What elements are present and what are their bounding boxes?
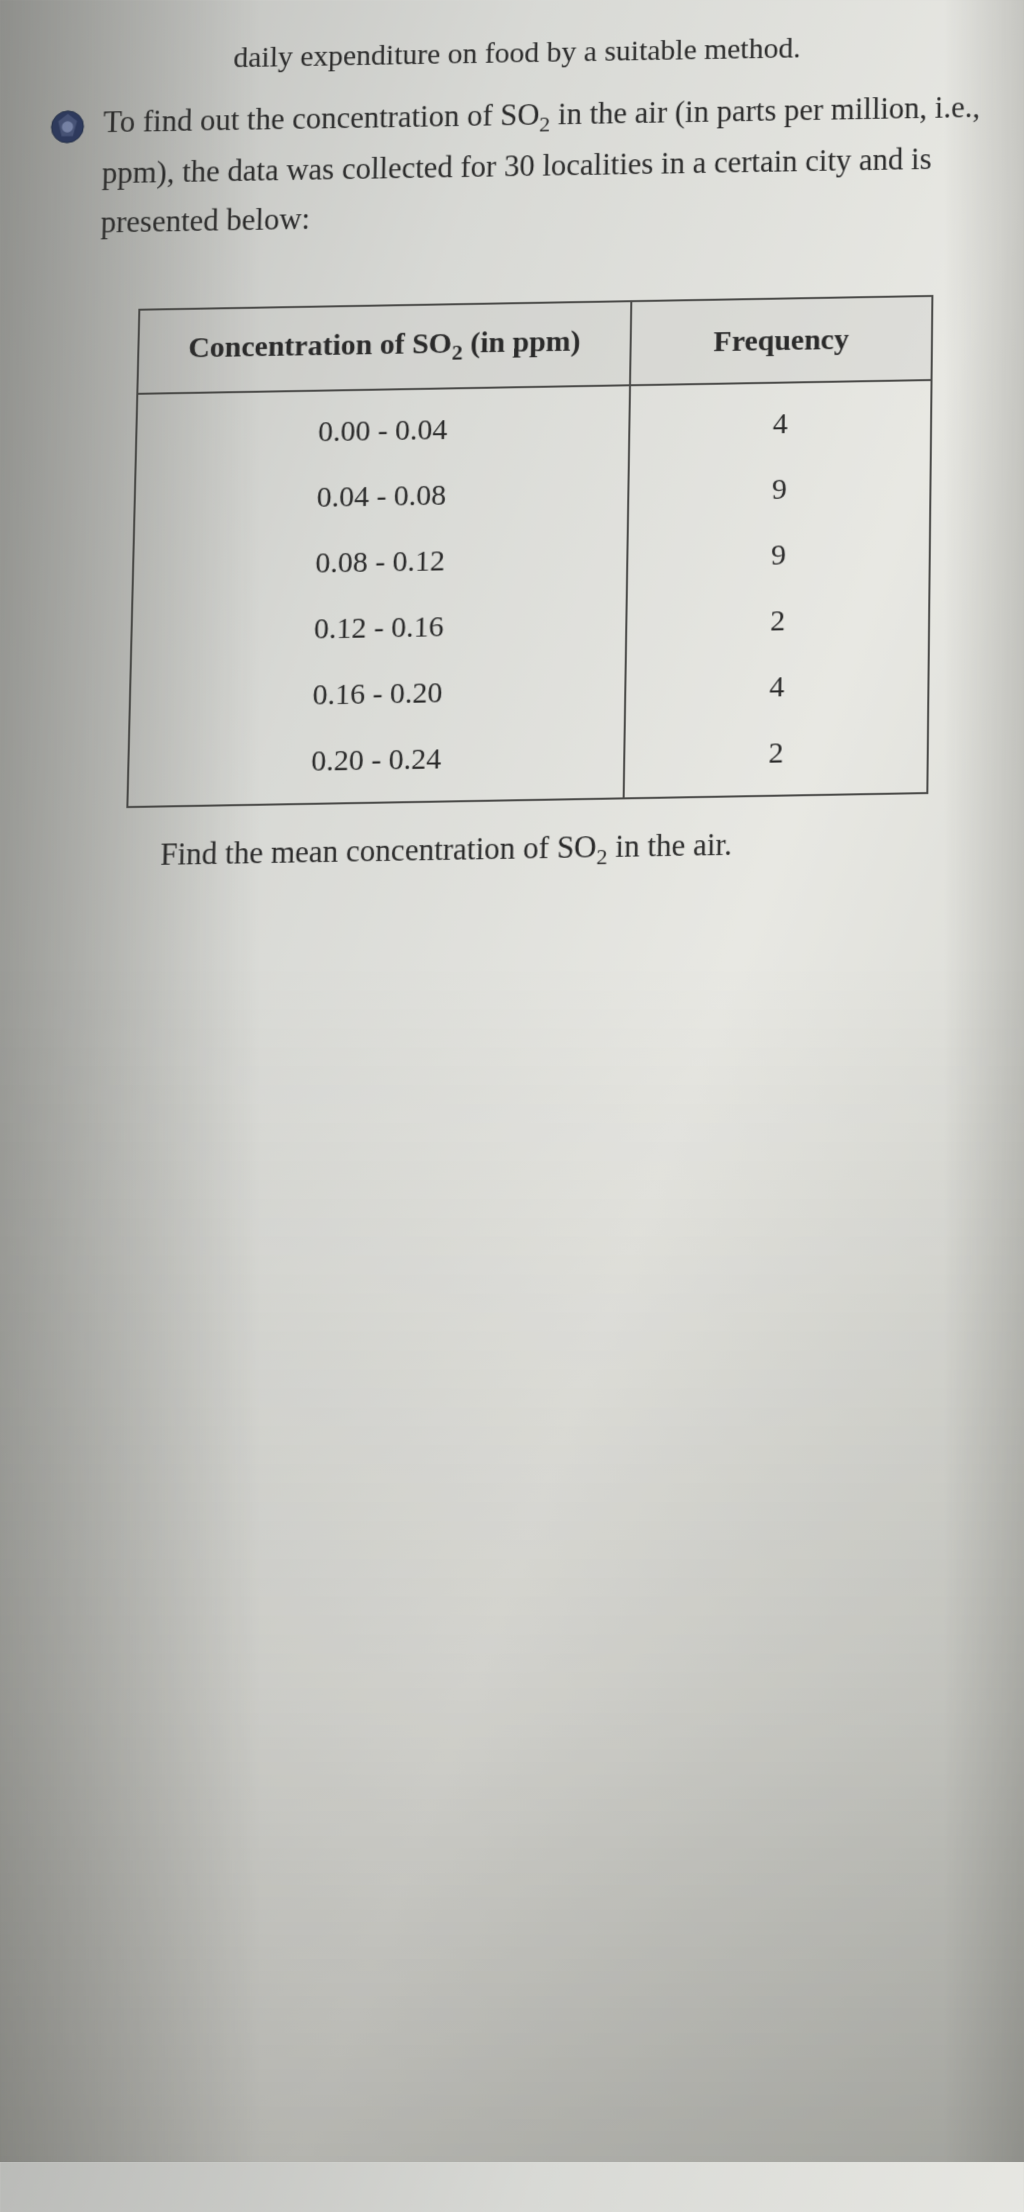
table-header-row: Concentration of SO2 (in ppm) Frequency xyxy=(137,296,932,394)
question-bullet-icon xyxy=(48,108,87,146)
question-line1-pre: To find out the concentration of SO xyxy=(103,97,540,139)
question-final-instruction: Find the mean concentration of SO2 in th… xyxy=(160,823,963,879)
table-row: 0.20 - 0.24 2 xyxy=(127,718,928,807)
final-pre: Find the mean concentration of SO xyxy=(160,829,597,872)
table-header-concentration: Concentration of SO2 (in ppm) xyxy=(137,301,631,394)
frequency-cell: 4 xyxy=(629,380,932,460)
frequency-cell: 4 xyxy=(625,652,929,723)
frequency-cell: 2 xyxy=(626,586,930,657)
prior-question-partial-text: daily expenditure on food by a suitable … xyxy=(233,29,985,75)
concentration-cell: 0.04 - 0.08 xyxy=(134,460,629,534)
final-post: in the air. xyxy=(607,827,732,864)
data-table: Concentration of SO2 (in ppm) Frequency … xyxy=(126,295,933,808)
question-body: To find out the concentration of SO2 in … xyxy=(100,82,995,246)
final-sub: 2 xyxy=(596,844,607,869)
concentration-cell: 0.16 - 0.20 xyxy=(129,657,625,732)
table-row: 0.00 - 0.04 4 xyxy=(136,380,932,468)
frequency-cell: 9 xyxy=(627,520,931,591)
concentration-cell: 0.12 - 0.16 xyxy=(131,591,627,666)
question-line1-sub: 2 xyxy=(539,112,550,137)
table-header-frequency: Frequency xyxy=(630,296,933,385)
concentration-cell: 0.20 - 0.24 xyxy=(127,723,624,807)
frequency-cell: 9 xyxy=(628,454,931,525)
concentration-cell: 0.08 - 0.12 xyxy=(132,525,627,599)
concentration-cell: 0.00 - 0.04 xyxy=(136,385,630,468)
page-container: daily expenditure on food by a suitable … xyxy=(0,0,1024,2212)
frequency-cell: 2 xyxy=(623,718,928,799)
